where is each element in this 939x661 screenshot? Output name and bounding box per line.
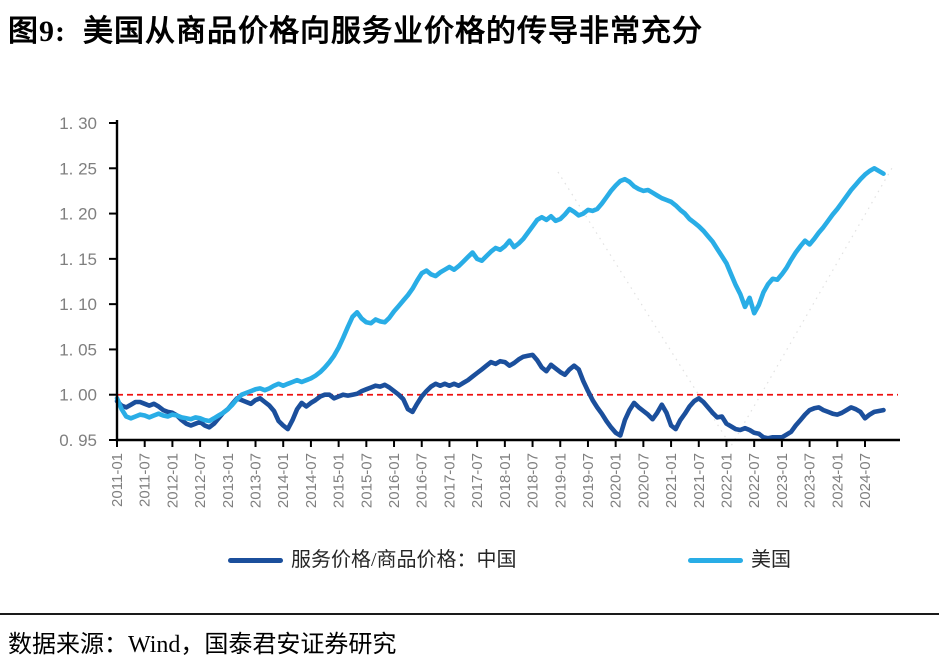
x-tick-label: 2011-01 <box>109 453 126 507</box>
x-tick-label: 2020-07 <box>635 453 652 508</box>
x-tick-label: 2014-07 <box>303 453 320 508</box>
us-ratio-line <box>114 166 886 424</box>
x-tick-label: 2024-07 <box>857 453 874 508</box>
x-tick-label: 2023-01 <box>774 453 791 508</box>
figure-title: 图9: 美国从商品价格向服务业价格的传导非常充分 <box>8 15 703 48</box>
x-tick-label: 2024-01 <box>829 453 846 508</box>
x-tick-label: 2012-07 <box>192 453 209 508</box>
x-tick-label: 2015-01 <box>331 453 348 508</box>
x-tick-label: 2022-07 <box>746 453 763 508</box>
x-tick-label: 2019-07 <box>580 453 597 508</box>
x-tick-label: 2018-07 <box>525 453 542 508</box>
watermark-lines <box>557 167 893 448</box>
y-tick-label: 1. 30 <box>59 114 97 133</box>
legend-label-china: 服务价格/商品价格：中国 <box>291 549 517 571</box>
x-tick-label: 2014-01 <box>275 453 292 508</box>
x-tick-label: 2012-01 <box>164 453 181 508</box>
legend-swatch-us-line <box>688 557 743 563</box>
y-tick-label: 1. 15 <box>59 250 97 269</box>
y-tick-label: 1. 05 <box>59 340 97 359</box>
x-tick-label: 2021-07 <box>691 453 708 508</box>
y-tick-label: 1. 00 <box>59 386 97 405</box>
x-tick-label: 2017-07 <box>469 453 486 508</box>
y-tick-label: 1. 25 <box>59 159 97 178</box>
x-tick-label: 2020-01 <box>608 453 625 508</box>
x-tick-label: 2022-01 <box>718 453 735 508</box>
legend-item-china: 服务价格/商品价格：中国 <box>228 548 517 572</box>
x-tick-label: 2021-01 <box>663 453 680 508</box>
source-note: 数据来源：Wind，国泰君安证券研究 <box>8 632 397 658</box>
x-tick-label: 2016-07 <box>414 453 431 508</box>
china-ratio-line <box>114 352 886 441</box>
legend-label-us: 美国 <box>751 549 791 571</box>
x-tick-label: 2016-01 <box>386 453 403 508</box>
x-tick-label: 2011-07 <box>137 453 154 507</box>
x-tick-label: 2017-01 <box>441 453 458 508</box>
y-tick-label: 1. 20 <box>59 205 97 224</box>
x-tick-label: 2013-01 <box>220 453 237 508</box>
x-tick-label: 2023-07 <box>802 453 819 508</box>
x-tick-label: 2018-01 <box>497 453 514 508</box>
y-tick-label: 1. 10 <box>59 295 97 314</box>
legend-swatch-china-line <box>228 557 283 563</box>
footer-divider <box>0 613 939 615</box>
legend-item-us: 美国 <box>688 548 791 572</box>
y-tick-label: 0. 95 <box>59 431 97 450</box>
x-tick-label: 2013-07 <box>248 453 265 508</box>
x-tick-label: 2019-01 <box>552 453 569 508</box>
x-tick-label: 2015-07 <box>358 453 375 508</box>
